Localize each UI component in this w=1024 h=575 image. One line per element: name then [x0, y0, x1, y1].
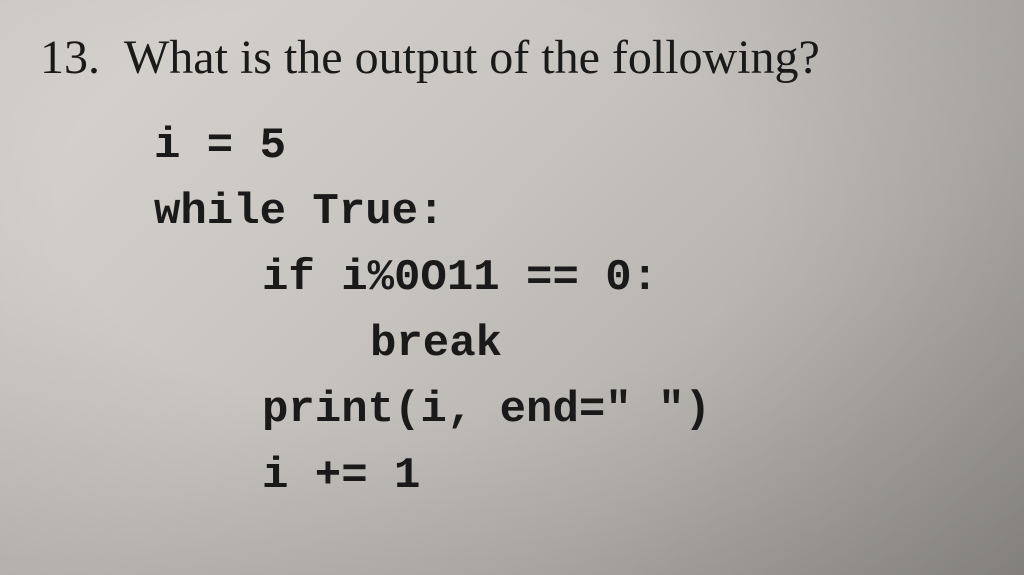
code-line-0: i = 5 — [154, 113, 984, 179]
code-line-1: while True: — [154, 179, 984, 245]
code-line-2: if i%0O11 == 0: — [154, 245, 984, 311]
page-content: 13. What is the output of the following?… — [0, 0, 1024, 539]
question-number: 13. — [40, 30, 100, 85]
code-block: i = 5 while True: if i%0O11 == 0: break … — [154, 113, 984, 509]
code-line-5: i += 1 — [154, 443, 984, 509]
question-line: 13. What is the output of the following? — [40, 30, 984, 85]
code-line-4: print(i, end=" ") — [154, 377, 984, 443]
question-text: What is the output of the following? — [124, 30, 820, 85]
code-line-3: break — [154, 311, 984, 377]
